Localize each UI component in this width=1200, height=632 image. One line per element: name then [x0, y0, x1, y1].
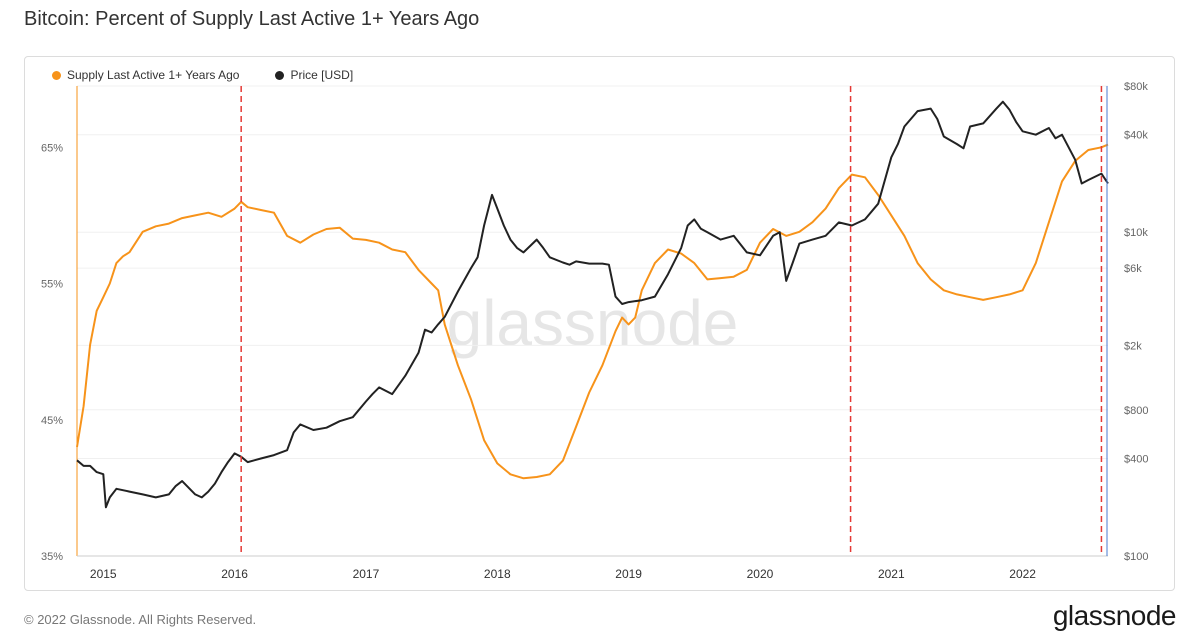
legend-label-price: Price [USD]	[290, 68, 354, 82]
x-tick-3: 2018	[484, 567, 511, 581]
x-tick-6: 2021	[878, 567, 905, 581]
y-right-tick-4: $6k	[1124, 263, 1142, 275]
y-left-tick-1: 45%	[41, 415, 63, 427]
glassnode-logo[interactable]: glassnode	[1052, 600, 1177, 631]
y-right-tick-6: $40k	[1124, 130, 1148, 142]
x-tick-5: 2020	[747, 567, 774, 581]
y-right-tick-1: $400	[1124, 454, 1148, 466]
legend-dot-supply	[52, 70, 61, 80]
y-left-tick-2: 55%	[41, 279, 63, 291]
legend: Supply Last Active 1+ Years Ago Price [U…	[52, 68, 353, 82]
copyright-text: © 2022 Glassnode. All Rights Reserved.	[24, 612, 257, 627]
x-tick-4: 2019	[615, 567, 642, 581]
y-right-tick-3: $2k	[1124, 340, 1142, 352]
y-left-tick-3: 65%	[41, 142, 63, 154]
x-tick-0: 2015	[90, 567, 117, 581]
legend-item-supply[interactable]: Supply Last Active 1+ Years Ago	[52, 68, 239, 82]
y-right-tick-5: $10k	[1124, 227, 1148, 239]
chart-panel	[24, 56, 1175, 591]
y-left-tick-0: 35%	[41, 551, 63, 563]
supply-line	[76, 143, 1109, 480]
watermark: glassnode	[447, 287, 739, 359]
legend-label-supply: Supply Last Active 1+ Years Ago	[67, 68, 240, 82]
x-tick-1: 2016	[221, 567, 248, 581]
legend-item-price[interactable]: Price [USD]	[275, 68, 353, 82]
price-line	[76, 100, 1109, 509]
x-tick-7: 2022	[1009, 567, 1036, 581]
x-tick-2: 2017	[353, 567, 380, 581]
legend-dot-price	[275, 70, 285, 80]
y-right-tick-7: $80k	[1124, 81, 1148, 93]
y-right-tick-2: $800	[1124, 405, 1148, 417]
chart-title: Bitcoin: Percent of Supply Last Active 1…	[24, 8, 480, 30]
y-right-tick-0: $100	[1124, 551, 1148, 563]
